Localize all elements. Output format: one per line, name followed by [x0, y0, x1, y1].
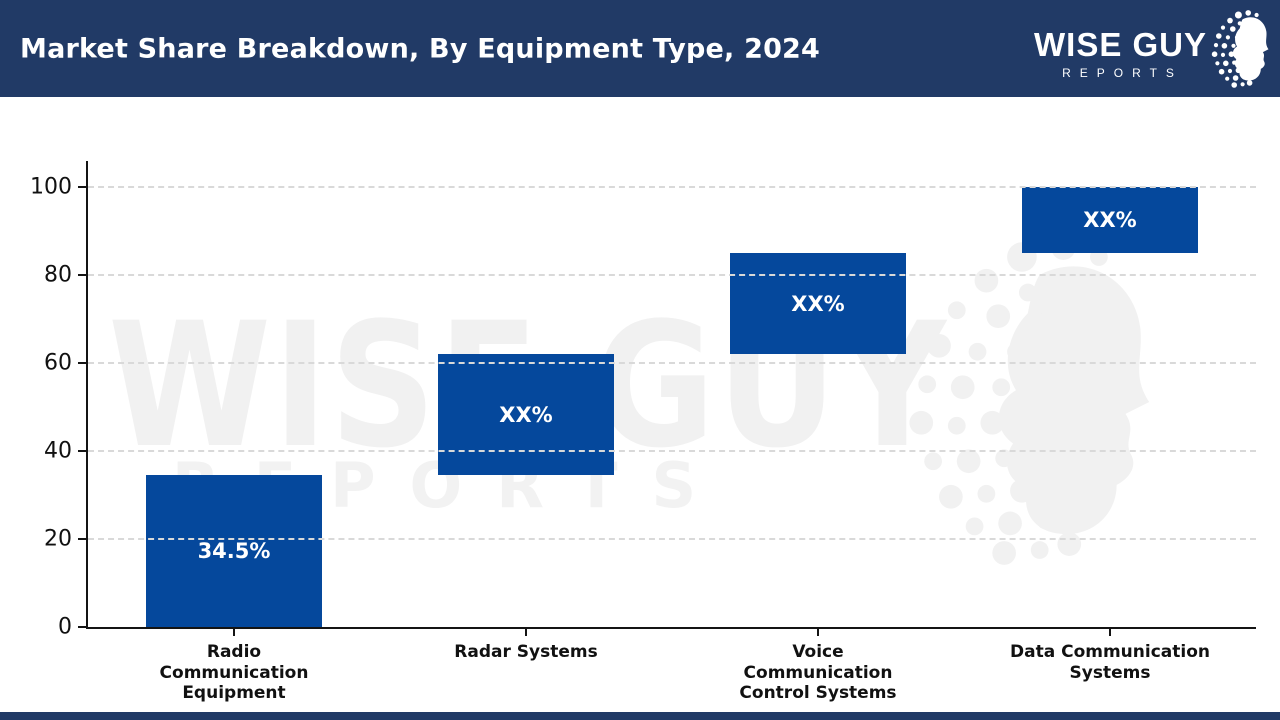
x-axis-spine	[86, 627, 1256, 629]
waterfall-chart: WISE GUY REPORTS 34.5% XX% XX% XX% 0 20 40 60 80…	[0, 97, 1280, 712]
y-tick-40	[78, 450, 86, 452]
y-tick-label-0: 0	[58, 614, 72, 640]
x-category-label-1: Radio Communication Equipment	[159, 642, 309, 704]
page-title: Market Share Breakdown, By Equipment Typ…	[20, 33, 821, 64]
dotted-head-profile-icon	[1211, 10, 1269, 88]
y-gridline-60	[88, 362, 1256, 364]
y-tick-label-100: 100	[30, 174, 72, 200]
bar-value-label-4: XX%	[1083, 208, 1137, 232]
bar-value-label-3: XX%	[791, 291, 845, 316]
logo-subtitle: REPORTS	[1062, 66, 1183, 80]
watermark-head-profile-icon	[909, 236, 1150, 565]
x-tick-4	[1109, 629, 1111, 636]
header-bar: Market Share Breakdown, By Equipment Typ…	[0, 0, 1280, 97]
y-gridline-40	[88, 450, 1256, 452]
y-tick-label-20: 20	[44, 526, 72, 552]
x-tick-1	[233, 629, 235, 636]
y-tick-80	[78, 274, 86, 276]
y-tick-label-40: 40	[44, 438, 72, 464]
x-category-label-3: Voice Communication Control Systems	[739, 642, 897, 704]
x-tick-2	[525, 629, 527, 636]
y-tick-0	[78, 626, 86, 628]
wise-guy-reports-logo: WISE GUY REPORTS	[1016, 6, 1269, 92]
y-gridline-80	[88, 274, 1256, 276]
x-tick-3	[817, 629, 819, 636]
y-gridline-100	[88, 186, 1256, 188]
y-tick-label-60: 60	[44, 350, 72, 376]
bar-segment-3	[730, 253, 906, 355]
bar-segment-1	[146, 475, 322, 627]
x-category-label-2: Radar Systems	[454, 642, 598, 662]
y-tick-60	[78, 362, 86, 364]
logo-wordmark: WISE GUY	[1034, 26, 1208, 63]
y-tick-20	[78, 538, 86, 540]
footer-bar	[0, 712, 1280, 720]
bar-segment-2	[438, 354, 614, 476]
bar-value-label-2: XX%	[499, 402, 553, 427]
y-axis-spine	[86, 161, 88, 629]
bar-segment-4	[1022, 187, 1198, 253]
y-tick-label-80: 80	[44, 262, 72, 288]
x-category-label-4: Data Communication Systems	[1010, 642, 1210, 683]
y-gridline-20	[88, 538, 1256, 540]
y-tick-100	[78, 186, 86, 188]
bar-value-label-1: 34.5%	[197, 539, 271, 564]
